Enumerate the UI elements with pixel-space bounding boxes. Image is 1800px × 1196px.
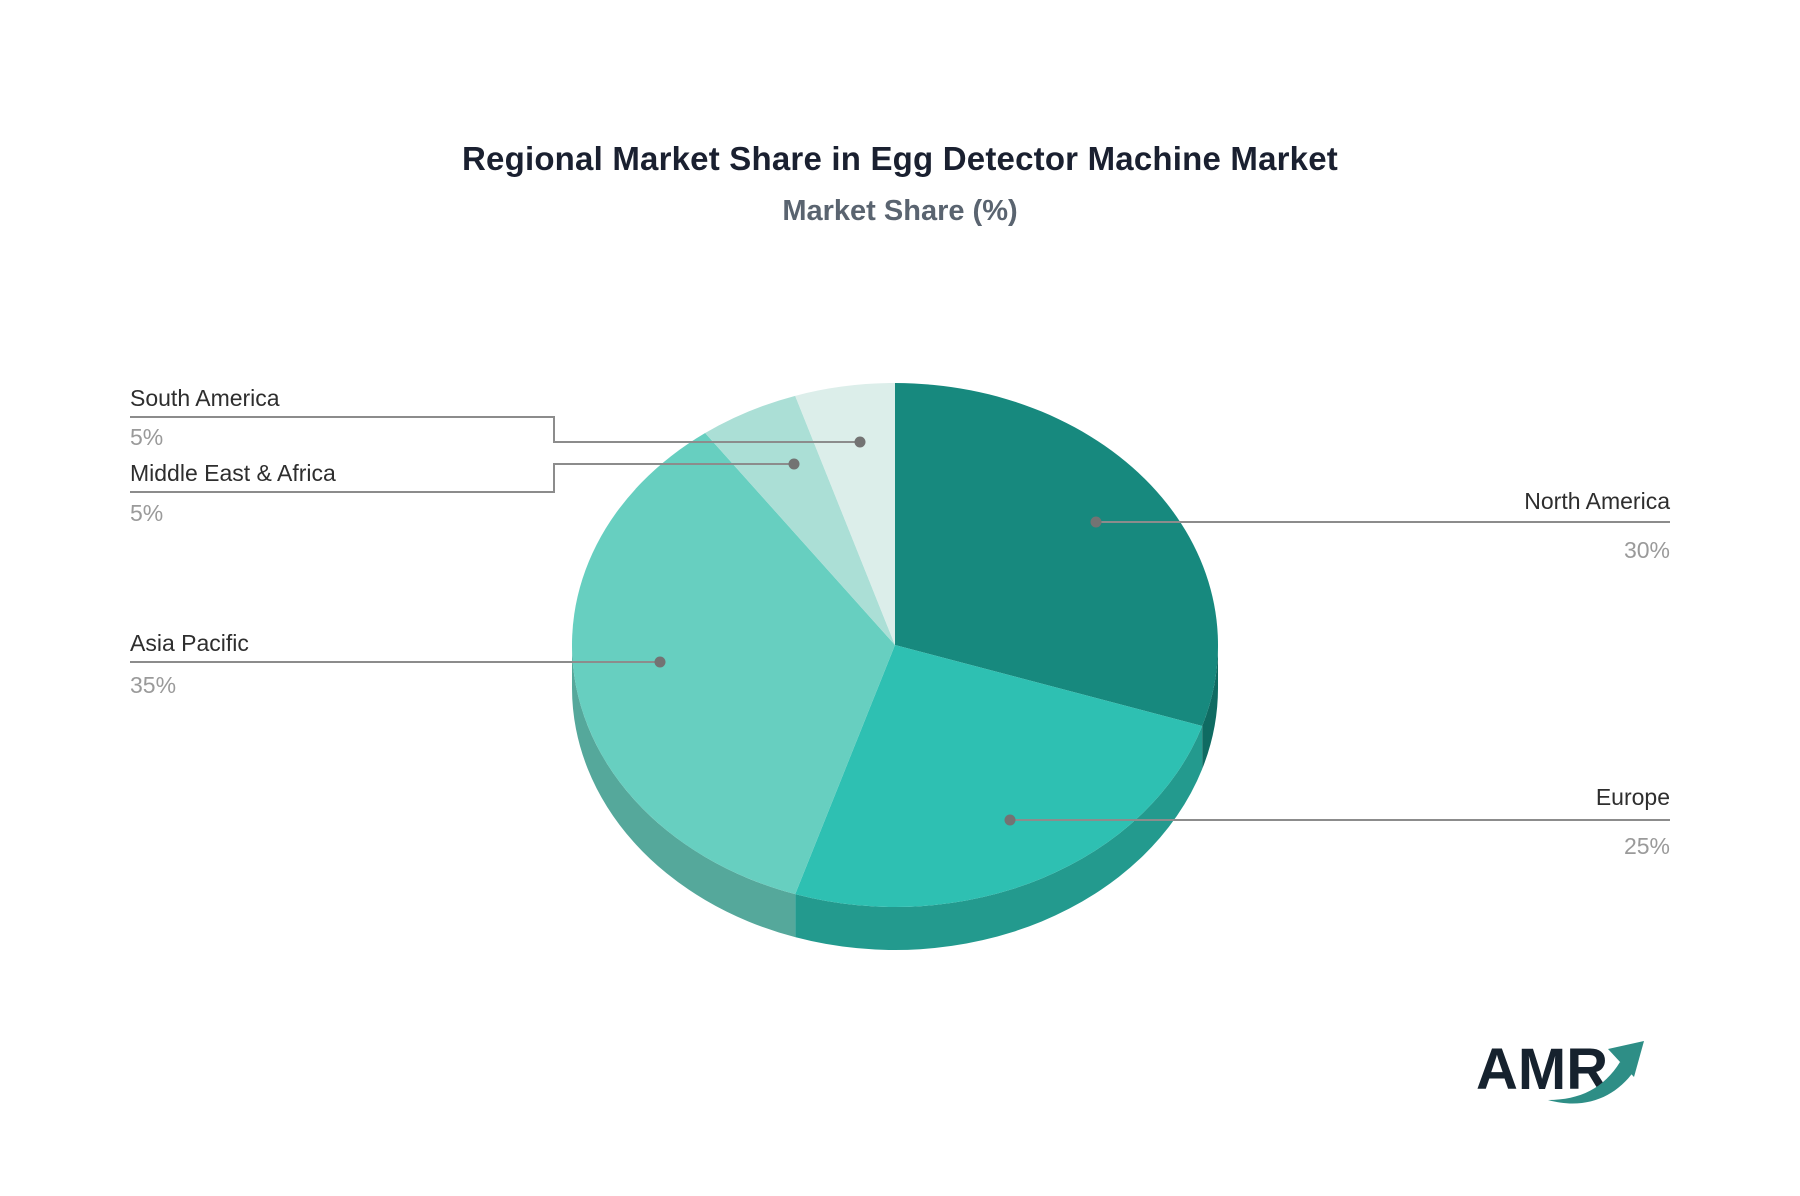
chart-title: Regional Market Share in Egg Detector Ma… <box>462 140 1338 177</box>
pie-slice-south-america <box>795 383 895 645</box>
pct-asia-pacific: 35% <box>130 672 177 698</box>
leader-line-south-america <box>130 416 860 443</box>
pct-europe: 25% <box>1623 833 1670 859</box>
chart-subtitle: Market Share (%) <box>782 195 1018 227</box>
leader-dot-south-america <box>854 436 866 448</box>
pct-middle-east-africa: 5% <box>130 500 164 526</box>
pie-rim-asia-pacific <box>572 645 796 938</box>
label-europe: Europe <box>1595 784 1670 810</box>
pie-rim-north-america <box>1202 645 1218 769</box>
leader-dot-asia-pacific <box>654 656 666 668</box>
label-middle-east-africa: Middle East & Africa <box>130 460 336 486</box>
label-north-america: North America <box>1524 488 1670 514</box>
label-asia-pacific: Asia Pacific <box>130 630 249 656</box>
amr-logo: AMR <box>1476 1028 1666 1120</box>
amr-logo-text: AMR <box>1476 1037 1609 1102</box>
leader-line-middle-east-africa <box>130 463 794 493</box>
pie-slice-europe <box>795 645 1203 907</box>
label-south-america: South America <box>130 385 280 411</box>
leader-dot-europe <box>1004 814 1016 826</box>
leader-dot-middle-east-africa <box>788 458 800 470</box>
pct-south-america: 5% <box>130 424 164 450</box>
pie-slice-middle-east-africa <box>705 395 895 645</box>
pct-north-america: 30% <box>1623 537 1670 563</box>
leader-dot-north-america <box>1090 516 1102 528</box>
amr-logo-arrow-icon <box>1548 1041 1644 1104</box>
pie-slice-asia-pacific <box>572 433 895 895</box>
pie-rim-europe <box>795 725 1203 951</box>
pie-slice-north-america <box>895 383 1218 726</box>
